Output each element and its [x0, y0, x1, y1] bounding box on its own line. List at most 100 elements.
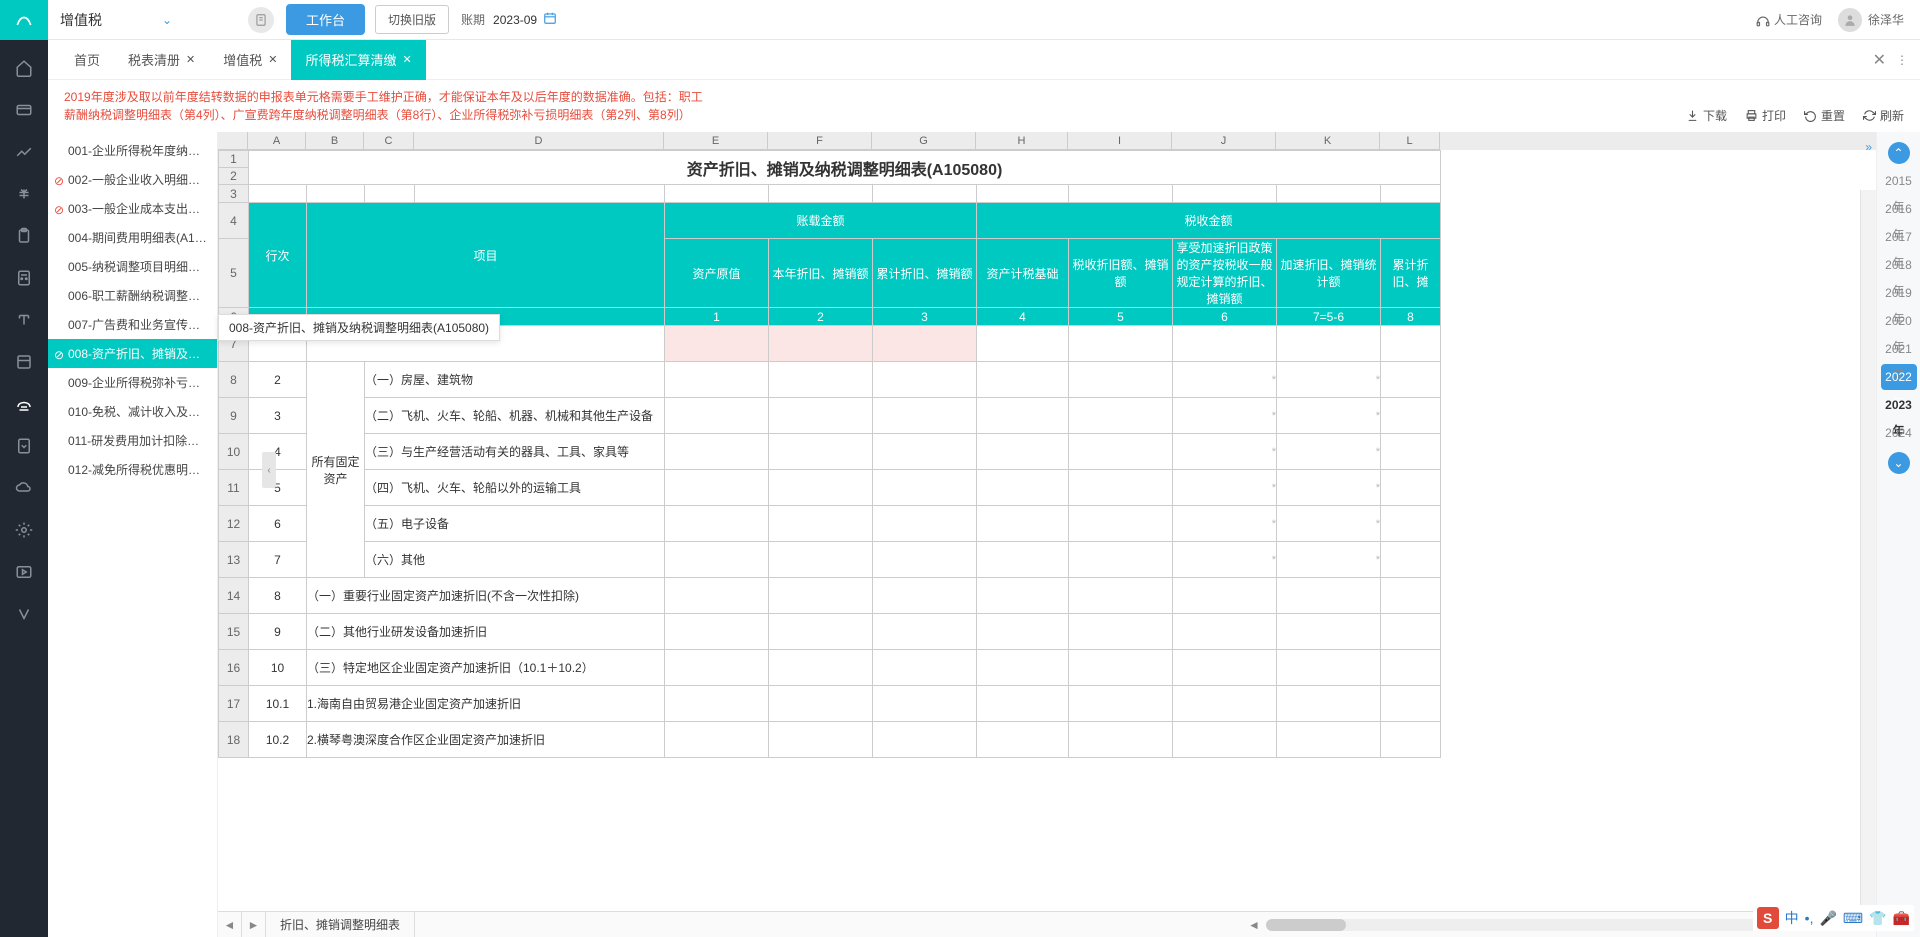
data-cell[interactable]	[665, 542, 769, 578]
data-cell[interactable]	[1173, 326, 1277, 362]
data-cell[interactable]	[977, 362, 1069, 398]
avatar[interactable]	[1838, 8, 1862, 32]
reset-button[interactable]: 重置	[1804, 107, 1845, 124]
ime-keyboard-icon[interactable]: ⌨	[1843, 910, 1863, 927]
tree-item[interactable]: 006-职工薪酬纳税调整明细...	[48, 281, 217, 310]
data-cell[interactable]: *	[1277, 398, 1381, 434]
data-cell[interactable]	[769, 722, 873, 758]
tree-item[interactable]: 001-企业所得税年度纳税申...	[48, 136, 217, 165]
data-cell[interactable]	[1381, 362, 1441, 398]
tree-item[interactable]: 010-免税、减计收入及加计...	[48, 397, 217, 426]
data-cell[interactable]	[1381, 614, 1441, 650]
row-index[interactable]: 10.1	[249, 686, 307, 722]
data-cell[interactable]	[1069, 506, 1173, 542]
data-cell[interactable]	[1069, 542, 1173, 578]
data-cell[interactable]	[665, 470, 769, 506]
tab-增值税[interactable]: 增值税✕	[209, 40, 291, 80]
data-cell[interactable]	[977, 506, 1069, 542]
column-header[interactable]: D	[414, 132, 664, 150]
column-header[interactable]: G	[872, 132, 976, 150]
data-cell[interactable]	[769, 398, 873, 434]
nav-video-icon[interactable]	[6, 554, 42, 590]
refresh-button[interactable]: 刷新	[1863, 107, 1904, 124]
data-cell[interactable]	[977, 578, 1069, 614]
data-cell[interactable]	[1173, 686, 1277, 722]
row-index[interactable]: 10.2	[249, 722, 307, 758]
nav-text-icon[interactable]	[6, 302, 42, 338]
year-up-icon[interactable]: ⌃	[1888, 142, 1910, 164]
year-button[interactable]: 2018年	[1881, 252, 1917, 278]
data-cell[interactable]	[873, 506, 977, 542]
data-cell[interactable]: *	[1277, 434, 1381, 470]
data-cell[interactable]	[665, 578, 769, 614]
tab-close-icon[interactable]: ✕	[268, 53, 277, 66]
row-index[interactable]: 4	[249, 434, 307, 470]
data-cell[interactable]: *	[1173, 362, 1277, 398]
data-cell[interactable]	[769, 542, 873, 578]
row-index[interactable]: 3	[249, 398, 307, 434]
data-cell[interactable]	[1069, 362, 1173, 398]
data-cell[interactable]	[873, 398, 977, 434]
data-cell[interactable]	[873, 434, 977, 470]
data-cell[interactable]	[1381, 434, 1441, 470]
scroll-left-button[interactable]: ◄	[218, 912, 242, 937]
period-value[interactable]: 2023-09	[493, 13, 537, 27]
row-index[interactable]: 2	[249, 362, 307, 398]
column-header[interactable]: K	[1276, 132, 1380, 150]
data-cell[interactable]	[769, 434, 873, 470]
sheet-tab[interactable]: 折旧、摊销调整明细表	[266, 912, 415, 937]
data-cell[interactable]	[1173, 722, 1277, 758]
data-cell[interactable]: *	[1277, 506, 1381, 542]
item-cell[interactable]: （二）其他行业研发设备加速折旧	[307, 614, 665, 650]
item-cell[interactable]: （一）房屋、建筑物	[365, 362, 665, 398]
row-index[interactable]: 5	[249, 470, 307, 506]
item-cell[interactable]: 1.海南自由贸易港企业固定资产加速折旧	[307, 686, 665, 722]
data-cell[interactable]	[977, 722, 1069, 758]
column-header[interactable]: A	[248, 132, 306, 150]
data-cell[interactable]	[769, 614, 873, 650]
nav-clipboard-icon[interactable]	[6, 218, 42, 254]
item-cell[interactable]: （二）飞机、火车、轮船、机器、机械和其他生产设备	[365, 398, 665, 434]
data-cell[interactable]	[873, 470, 977, 506]
item-cell[interactable]: （五）电子设备	[365, 506, 665, 542]
nav-card-icon[interactable]	[6, 92, 42, 128]
item-cell[interactable]: （三）特定地区企业固定资产加速折旧（10.1＋10.2）	[307, 650, 665, 686]
ime-skin-icon[interactable]: 👕	[1869, 910, 1886, 927]
data-cell[interactable]	[1381, 578, 1441, 614]
column-header[interactable]: J	[1172, 132, 1276, 150]
workbench-button[interactable]: 工作台	[286, 4, 365, 35]
data-cell[interactable]	[1069, 326, 1173, 362]
year-button[interactable]: 2017年	[1881, 224, 1917, 250]
download-button[interactable]: 下载	[1686, 107, 1727, 124]
tree-item[interactable]: ⊘003-一般企业成本支出明细...	[48, 194, 217, 223]
column-header[interactable]: H	[976, 132, 1068, 150]
data-cell[interactable]	[1069, 650, 1173, 686]
year-button[interactable]: 2019年	[1881, 280, 1917, 306]
data-cell[interactable]	[1277, 686, 1381, 722]
tab-close-icon[interactable]: ✕	[403, 53, 412, 66]
column-header[interactable]: E	[664, 132, 768, 150]
data-cell[interactable]	[769, 650, 873, 686]
collapse-tree-handle[interactable]: ‹	[262, 452, 276, 488]
data-cell[interactable]	[873, 362, 977, 398]
data-cell[interactable]	[873, 578, 977, 614]
help-link[interactable]: 人工咨询	[1756, 11, 1822, 28]
data-cell[interactable]	[977, 434, 1069, 470]
tree-item[interactable]: 004-期间费用明细表(A1040...	[48, 223, 217, 252]
app-logo[interactable]	[0, 0, 48, 40]
year-button[interactable]: 2015年	[1881, 168, 1917, 194]
data-cell[interactable]: *	[1173, 398, 1277, 434]
data-cell[interactable]	[1069, 614, 1173, 650]
data-cell[interactable]	[1277, 326, 1381, 362]
nav-active-icon[interactable]	[6, 386, 42, 422]
doc-icon-button[interactable]	[248, 7, 274, 33]
data-cell[interactable]	[1173, 578, 1277, 614]
switch-old-button[interactable]: 切换旧版	[375, 5, 449, 34]
calendar-icon[interactable]	[543, 11, 557, 28]
data-cell[interactable]	[769, 470, 873, 506]
item-cell[interactable]: （六）其他	[365, 542, 665, 578]
tab-税表清册[interactable]: 税表清册✕	[114, 40, 209, 80]
data-cell[interactable]: *	[1277, 470, 1381, 506]
nav-v-icon[interactable]	[6, 596, 42, 632]
data-cell[interactable]	[769, 686, 873, 722]
